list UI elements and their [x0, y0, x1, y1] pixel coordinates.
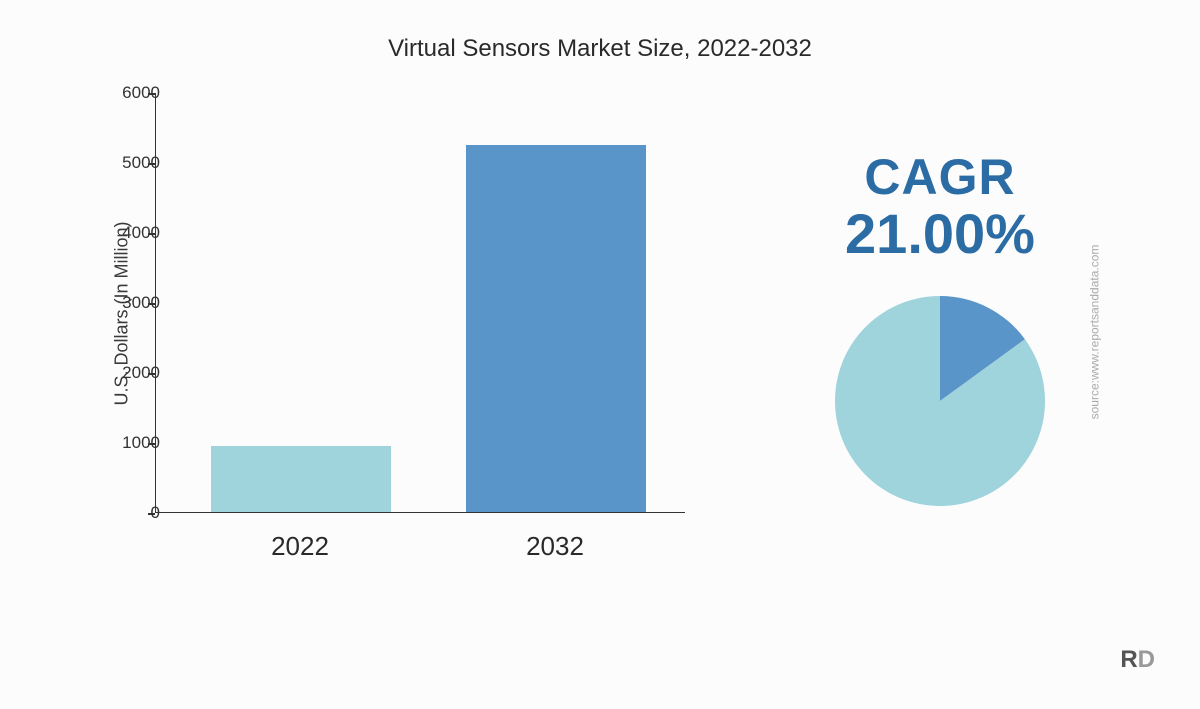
brand-logo: RD	[1120, 646, 1155, 674]
cagr-label: CAGR	[864, 148, 1015, 206]
cagr-value: 21.00%	[845, 201, 1035, 266]
logo-r: R	[1120, 646, 1137, 673]
pie-chart	[835, 296, 1045, 511]
plot-region	[155, 93, 685, 513]
source-attribution: source:www.reportsanddata.com	[1088, 245, 1102, 420]
y-tick-mark	[148, 373, 155, 375]
x-axis-label: 2022	[210, 531, 390, 562]
main-container: U.S. Dollars (In Million) 01000200030004…	[0, 63, 1200, 643]
y-tick-mark	[148, 93, 155, 95]
y-tick-mark	[148, 443, 155, 445]
right-panel: CAGR 21.00%	[700, 93, 1140, 643]
x-axis-label: 2032	[465, 531, 645, 562]
y-tick-mark	[148, 513, 155, 515]
y-tick-mark	[148, 163, 155, 165]
chart-title: Virtual Sensors Market Size, 2022-2032	[0, 35, 1200, 63]
logo-d: D	[1138, 646, 1155, 673]
y-tick-mark	[148, 303, 155, 305]
bar-chart-area: U.S. Dollars (In Million) 01000200030004…	[60, 93, 700, 613]
bar	[466, 145, 646, 513]
bar	[211, 446, 391, 513]
y-tick-mark	[148, 233, 155, 235]
